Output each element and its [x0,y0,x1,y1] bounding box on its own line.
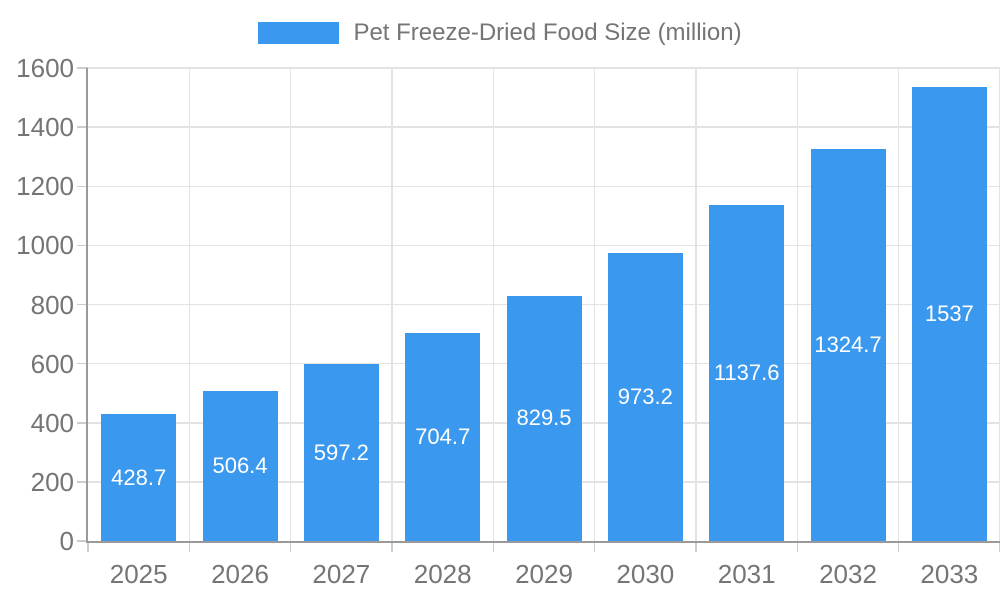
gridline-vertical [391,68,393,541]
bar-2032[interactable]: 1324.7 [810,149,886,541]
x-axis-tick [391,541,393,552]
x-axis-tick [897,541,900,552]
y-axis-label: 0 [59,526,74,556]
gridline-vertical [188,68,191,541]
bar-value-label: 597.2 [313,439,369,465]
x-axis-label: 2033 [920,559,979,589]
bar-2025[interactable]: 428.7 [101,414,177,541]
gridline-vertical [695,68,697,541]
y-axis-tick [77,481,88,483]
bar-value-label: 1537 [924,300,974,326]
x-axis-label: 2031 [717,559,776,589]
bar-2028[interactable]: 704.7 [405,332,481,541]
y-axis-tick [77,67,88,69]
y-axis-label: 1600 [16,53,74,83]
gridline-vertical [289,68,292,541]
x-axis-label: 2030 [616,559,675,589]
bar-value-label: 1137.6 [713,359,780,385]
x-axis-tick [796,541,799,552]
x-axis-tick [492,541,495,552]
bar-value-label: 704.7 [415,423,471,449]
x-axis-tick [593,541,596,552]
x-axis-label: 2032 [819,559,877,589]
bar-2026[interactable]: 506.4 [202,391,278,541]
bar-value-label: 506.4 [212,453,268,479]
legend-label: Pet Freeze-Dried Food Size (million) [353,19,742,46]
y-axis-label: 200 [30,466,74,497]
y-axis-tick [77,244,88,247]
bar-value-label: 428.7 [111,464,167,490]
bar-value-label: 1324.7 [814,332,882,358]
gridline-horizontal [88,126,1000,128]
x-axis-tick [289,541,292,552]
bar-2027[interactable]: 597.2 [303,364,379,541]
bar-2029[interactable]: 829.5 [506,295,582,541]
y-axis-tick [77,185,88,187]
y-axis-label: 1400 [16,112,74,143]
bar-value-label: 829.5 [516,405,572,431]
gridline-horizontal [88,67,1000,69]
gridline-vertical [897,68,900,541]
x-axis-label: 2025 [109,559,168,589]
bar-2031[interactable]: 1137.6 [709,204,785,541]
gridline-vertical [593,68,596,541]
x-axis-label: 2027 [312,559,371,589]
bar-2030[interactable]: 973.2 [607,253,683,541]
gridline-vertical [492,68,495,541]
x-axis-tick [188,541,191,552]
chart-legend: Pet Freeze-Dried Food Size (million) [0,18,1000,48]
y-axis-label: 800 [30,289,74,320]
legend-swatch-icon [258,22,340,44]
y-axis-label: 1200 [16,171,74,202]
y-axis-tick [77,126,88,128]
y-axis-tick [77,303,88,306]
y-axis-label: 600 [30,348,74,379]
y-axis-label: 1000 [16,230,74,261]
x-axis-label: 2029 [515,559,573,589]
bar-2033[interactable]: 1537 [911,86,987,541]
x-axis-tick [87,541,89,552]
x-axis-line [86,541,1000,543]
y-axis-tick [77,540,88,542]
x-axis-label: 2028 [413,559,472,589]
gridline-horizontal [88,244,1000,247]
y-axis-line [86,68,88,543]
y-axis-tick [77,362,88,365]
y-axis-tick [77,422,88,424]
x-axis-tick [695,541,697,552]
gridline-vertical [796,68,799,541]
y-axis-label: 400 [30,407,74,438]
x-axis-label: 2026 [211,559,269,589]
legend-item[interactable]: Pet Freeze-Dried Food Size (million) [258,19,742,47]
gridline-horizontal [88,185,1000,187]
bar-value-label: 973.2 [617,384,673,410]
